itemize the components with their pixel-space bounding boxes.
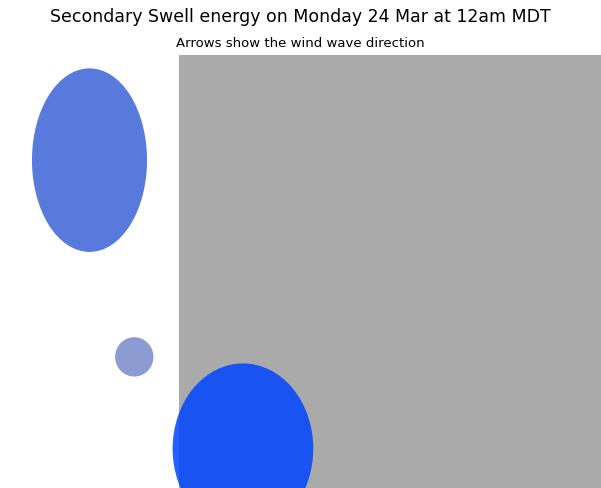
Bar — [179, 56, 601, 488]
Text: Arrows show the wind wave direction: Arrows show the wind wave direction — [176, 37, 425, 50]
Text: Secondary Swell energy on Monday 24 Mar at 12am MDT: Secondary Swell energy on Monday 24 Mar … — [50, 8, 551, 26]
Ellipse shape — [115, 338, 153, 377]
Ellipse shape — [32, 69, 147, 252]
Ellipse shape — [172, 364, 313, 488]
